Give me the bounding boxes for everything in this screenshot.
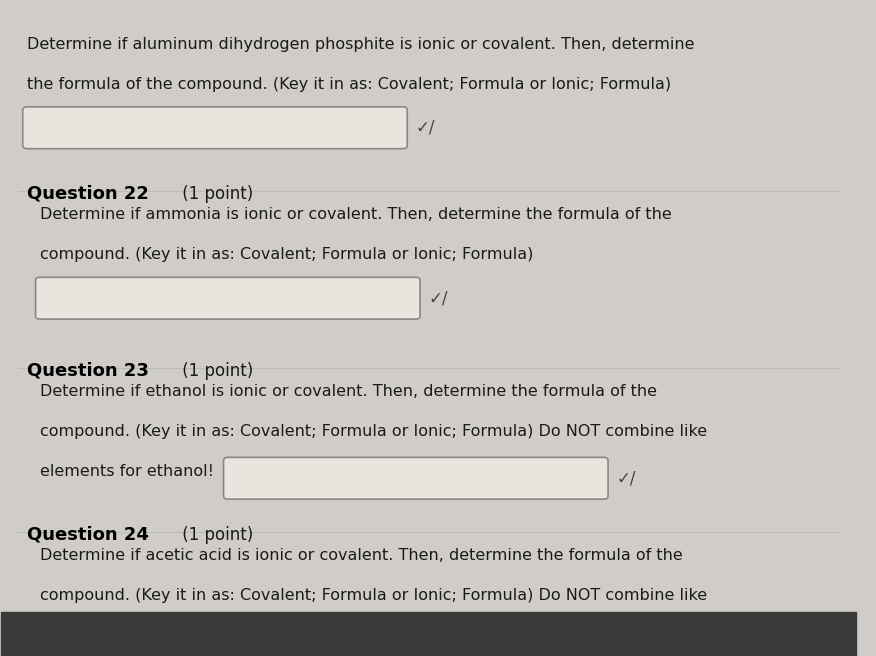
Text: compound. (Key it in as: Covalent; Formula or Ionic; Formula) Do NOT combine lik: compound. (Key it in as: Covalent; Formu… (39, 424, 707, 439)
Text: ✓/: ✓/ (655, 633, 675, 651)
FancyBboxPatch shape (223, 457, 608, 499)
Text: the formula of the compound. (Key it in as: Covalent; Formula or Ionic; Formula): the formula of the compound. (Key it in … (27, 77, 671, 92)
Text: compound. (Key it in as: Covalent; Formula or Ionic; Formula) Do NOT combine lik: compound. (Key it in as: Covalent; Formu… (39, 588, 707, 603)
Text: Determine if ammonia is ionic or covalent. Then, determine the formula of the: Determine if ammonia is ionic or covalen… (39, 207, 672, 222)
FancyBboxPatch shape (23, 107, 407, 149)
Text: ✓/: ✓/ (428, 289, 449, 307)
Text: elements for acetic acid!: elements for acetic acid! (39, 628, 239, 643)
Text: (1 point): (1 point) (177, 185, 253, 203)
Text: Determine if acetic acid is ionic or covalent. Then, determine the formula of th: Determine if acetic acid is ionic or cov… (39, 548, 682, 563)
Text: ✓/: ✓/ (617, 469, 636, 487)
FancyBboxPatch shape (262, 621, 646, 656)
Text: Question 24: Question 24 (27, 525, 149, 544)
Text: elements for ethanol!: elements for ethanol! (39, 464, 214, 479)
Text: (1 point): (1 point) (177, 525, 253, 544)
Text: (1 point): (1 point) (177, 361, 253, 380)
Text: compound. (Key it in as: Covalent; Formula or Ionic; Formula): compound. (Key it in as: Covalent; Formu… (39, 247, 533, 262)
Text: Question 22: Question 22 (27, 185, 149, 203)
Text: Determine if aluminum dihydrogen phosphite is ionic or covalent. Then, determine: Determine if aluminum dihydrogen phosphi… (27, 37, 695, 52)
Text: ✓/: ✓/ (416, 119, 435, 136)
FancyBboxPatch shape (36, 277, 420, 319)
Text: Question 23: Question 23 (27, 361, 149, 380)
Text: Determine if ethanol is ionic or covalent. Then, determine the formula of the: Determine if ethanol is ionic or covalen… (39, 384, 657, 399)
Bar (2, 612, 856, 656)
